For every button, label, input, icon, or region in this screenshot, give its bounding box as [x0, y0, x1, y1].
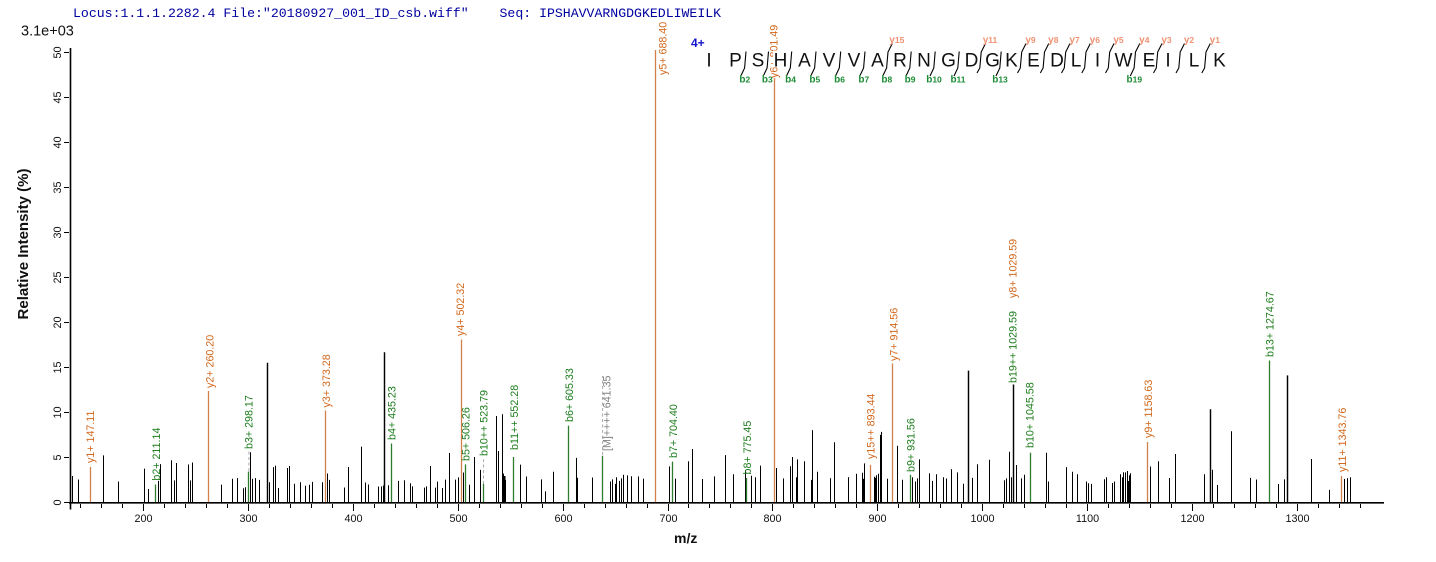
- svg-text:40: 40: [52, 136, 64, 148]
- svg-text:500: 500: [449, 513, 467, 525]
- svg-text:800: 800: [763, 513, 781, 525]
- svg-text:y9+ 1158.63: y9+ 1158.63: [1143, 380, 1155, 438]
- svg-text:b5+ 506.26: b5+ 506.26: [461, 407, 473, 461]
- svg-text:1100: 1100: [1076, 513, 1099, 525]
- svg-text:1300: 1300: [1285, 513, 1309, 525]
- svg-text:y9: y9: [1025, 35, 1036, 46]
- svg-text:I: I: [1165, 51, 1170, 72]
- svg-text:400: 400: [344, 513, 362, 525]
- svg-text:G: G: [941, 51, 956, 72]
- svg-text:N: N: [917, 51, 931, 72]
- svg-text:I: I: [1095, 51, 1100, 72]
- svg-text:y15: y15: [889, 35, 904, 46]
- svg-text:b10+ 1045.58: b10+ 1045.58: [1025, 382, 1037, 448]
- svg-text:[M]++++ 641.35: [M]++++ 641.35: [602, 375, 614, 451]
- svg-text:I: I: [706, 51, 711, 72]
- svg-text:1000: 1000: [970, 513, 994, 525]
- svg-text:b10++ 523.79: b10++ 523.79: [479, 390, 491, 456]
- svg-text:b19: b19: [1127, 75, 1143, 86]
- svg-text:V: V: [823, 51, 836, 72]
- svg-text:y4+ 502.32: y4+ 502.32: [455, 283, 467, 336]
- svg-text:b4: b4: [785, 75, 796, 86]
- svg-text:y5+ 688.40: y5+ 688.40: [658, 22, 670, 75]
- svg-text:b9+ 931.56: b9+ 931.56: [906, 418, 918, 472]
- svg-text:200: 200: [134, 513, 152, 525]
- svg-text:b8: b8: [881, 75, 892, 86]
- svg-text:b11++ 552.28: b11++ 552.28: [509, 385, 521, 450]
- svg-text:b13: b13: [992, 75, 1008, 86]
- svg-text:y7+ 914.56: y7+ 914.56: [889, 308, 901, 361]
- svg-text:1200: 1200: [1180, 513, 1204, 525]
- svg-text:b4+ 435.23: b4+ 435.23: [387, 386, 399, 440]
- svg-text:D: D: [965, 51, 979, 72]
- svg-text:D: D: [1050, 51, 1064, 72]
- svg-text:H: H: [774, 51, 788, 72]
- svg-text:R: R: [893, 51, 907, 72]
- svg-text:b6+ 605.33: b6+ 605.33: [564, 368, 576, 422]
- svg-text:b2+ 211.14: b2+ 211.14: [151, 428, 163, 481]
- svg-text:W: W: [1115, 51, 1133, 72]
- svg-text:y6: y6: [1090, 35, 1101, 46]
- svg-text:b3: b3: [762, 75, 773, 86]
- svg-text:700: 700: [659, 513, 677, 525]
- svg-text:K: K: [1005, 51, 1018, 72]
- svg-text:45: 45: [52, 91, 64, 103]
- svg-text:3.1e+03: 3.1e+03: [21, 24, 74, 40]
- svg-text:S: S: [752, 51, 765, 72]
- svg-text:y4: y4: [1139, 35, 1150, 46]
- svg-text:y1+ 147.11: y1+ 147.11: [85, 411, 97, 463]
- svg-text:K: K: [1213, 51, 1226, 72]
- svg-text:A: A: [871, 51, 884, 72]
- svg-text:Seq: IPSHAVVARNGDGKEDLIWEILK: Seq: IPSHAVVARNGDGKEDLIWEILK: [500, 6, 722, 21]
- svg-text:b2: b2: [739, 75, 750, 86]
- svg-text:900: 900: [868, 513, 886, 525]
- svg-text:y2+ 260.20: y2+ 260.20: [205, 335, 217, 388]
- svg-text:35: 35: [52, 181, 64, 193]
- svg-text:b8+ 775.45: b8+ 775.45: [742, 421, 754, 475]
- svg-text:b19++ 1029.59: b19++ 1029.59: [1008, 311, 1020, 383]
- svg-text:y8+ 1029.59: y8+ 1029.59: [1008, 239, 1020, 298]
- svg-text:V: V: [848, 51, 861, 72]
- svg-text:L: L: [1189, 51, 1200, 72]
- svg-text:b10: b10: [926, 75, 942, 86]
- svg-text:y1: y1: [1210, 35, 1221, 46]
- svg-text:Locus:1.1.1.2282.4 File:"20180: Locus:1.1.1.2282.4 File:"20180927_001_ID…: [73, 6, 469, 21]
- svg-text:y3+ 373.28: y3+ 373.28: [321, 354, 333, 407]
- svg-text:20: 20: [52, 316, 64, 328]
- svg-text:y8: y8: [1048, 35, 1059, 46]
- svg-text:b11: b11: [950, 75, 965, 86]
- svg-text:E: E: [1027, 51, 1040, 72]
- svg-text:G: G: [985, 51, 1000, 72]
- svg-text:5: 5: [52, 454, 64, 460]
- svg-text:A: A: [798, 51, 811, 72]
- svg-text:b7+ 704.40: b7+ 704.40: [668, 404, 680, 458]
- svg-text:P: P: [729, 51, 742, 72]
- svg-text:b5: b5: [809, 75, 820, 86]
- svg-text:y3: y3: [1161, 35, 1172, 46]
- svg-text:m/z: m/z: [674, 530, 697, 546]
- svg-text:4+: 4+: [691, 36, 705, 50]
- svg-text:50: 50: [52, 46, 64, 58]
- svg-text:25: 25: [52, 271, 64, 283]
- svg-text:L: L: [1071, 51, 1082, 72]
- svg-text:10: 10: [52, 406, 64, 418]
- svg-text:600: 600: [554, 513, 572, 525]
- svg-text:b3+ 298.17: b3+ 298.17: [244, 395, 256, 449]
- svg-text:b9: b9: [905, 75, 916, 86]
- svg-text:y5: y5: [1113, 35, 1124, 46]
- svg-text:b6: b6: [834, 75, 845, 86]
- svg-text:30: 30: [52, 226, 64, 238]
- svg-text:Relative Intensity (%): Relative Intensity (%): [15, 169, 32, 320]
- svg-text:y11+ 1343.76: y11+ 1343.76: [1337, 408, 1349, 472]
- svg-text:E: E: [1143, 51, 1156, 72]
- svg-text:b13+ 1274.67: b13+ 1274.67: [1265, 291, 1277, 357]
- svg-text:15: 15: [52, 361, 64, 373]
- svg-text:y2: y2: [1184, 35, 1195, 46]
- svg-text:300: 300: [239, 513, 257, 525]
- svg-text:y15++ 893.44: y15++ 893.44: [866, 394, 878, 459]
- svg-text:y11: y11: [983, 35, 998, 46]
- svg-text:0: 0: [52, 499, 64, 505]
- svg-text:y7: y7: [1069, 35, 1080, 46]
- svg-text:b7: b7: [858, 75, 869, 86]
